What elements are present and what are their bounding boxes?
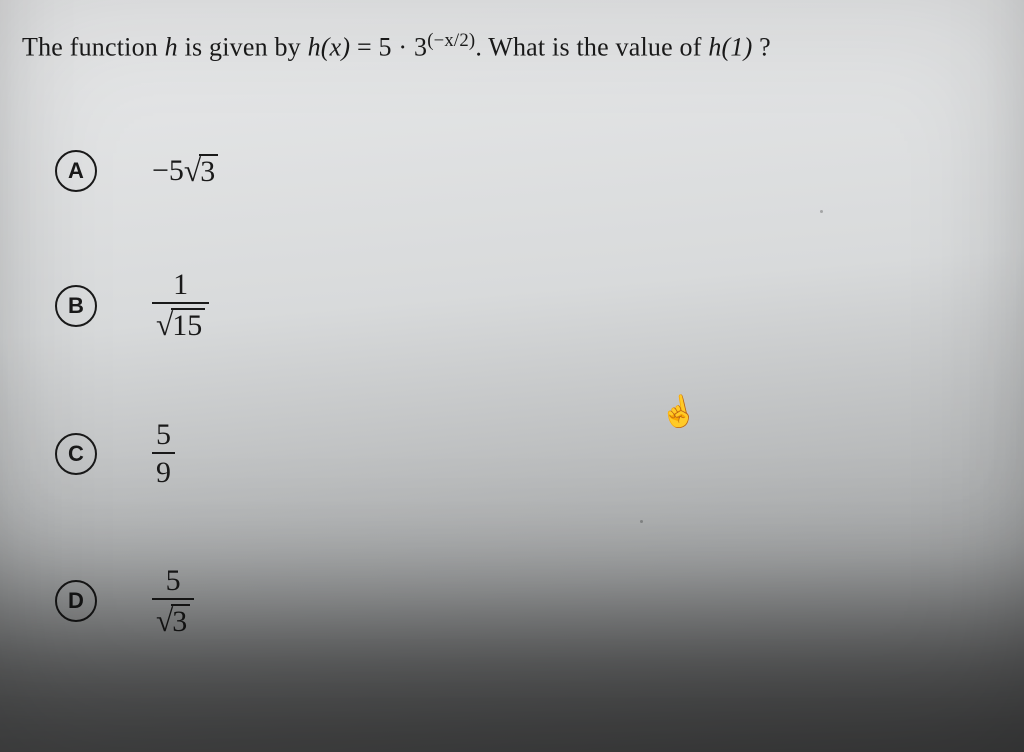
q-suffix: ?	[752, 33, 770, 62]
radicand: 3	[199, 154, 218, 188]
denominator: √3	[152, 598, 194, 638]
sqrt: √3	[184, 154, 218, 188]
answer-label: D	[68, 588, 84, 614]
q-mid1: is given by	[178, 33, 308, 62]
answer-expr-c: 5 9	[152, 420, 175, 488]
q-func-var: h	[165, 33, 178, 62]
q-eq: =	[350, 33, 378, 62]
coef: −5	[152, 154, 184, 188]
fraction: 5 √3	[152, 566, 194, 638]
denominator: √15	[152, 302, 209, 342]
answer-marker[interactable]: A	[55, 150, 97, 192]
question-text: The function h is given by h(x) = 5 · 3(…	[22, 30, 771, 63]
radical-sign: √	[156, 309, 173, 343]
numerator: 5	[152, 420, 175, 452]
q-base: 5 · 3	[379, 33, 428, 62]
answer-row[interactable]: A −5√3	[55, 150, 218, 192]
sqrt: √15	[156, 308, 205, 342]
answer-row[interactable]: C 5 9	[55, 420, 218, 488]
denominator: 9	[152, 452, 175, 488]
radical-sign: √	[156, 605, 173, 639]
answer-marker[interactable]: B	[55, 285, 97, 327]
dust-speck	[820, 210, 823, 213]
pointer-cursor-icon: ☝	[657, 391, 701, 433]
answer-label: C	[68, 441, 84, 467]
answer-label: A	[68, 158, 84, 184]
radicand: 15	[171, 308, 205, 342]
sqrt: √3	[156, 604, 190, 638]
numerator: 5	[162, 566, 185, 598]
answer-row[interactable]: B 1 √15	[55, 270, 218, 342]
q-exponent: (−x/2)	[427, 30, 475, 51]
fraction: 5 9	[152, 420, 175, 488]
fraction: 1 √15	[152, 270, 209, 342]
radical-sign: √	[184, 155, 201, 189]
answer-label: B	[68, 293, 84, 319]
q-prefix: The function	[22, 33, 165, 62]
answer-expr-a: −5√3	[152, 154, 218, 188]
answer-expr-d: 5 √3	[152, 566, 194, 638]
q-mid2: . What is the value of	[475, 33, 708, 62]
answer-expr-b: 1 √15	[152, 270, 209, 342]
answer-marker[interactable]: D	[55, 580, 97, 622]
q-lhs: h(x)	[308, 33, 351, 62]
answer-marker[interactable]: C	[55, 433, 97, 475]
q-rhs: h(1)	[708, 33, 752, 62]
answer-row[interactable]: D 5 √3	[55, 566, 218, 638]
answer-list: A −5√3 B 1 √15 C 5 9 D 5 √3	[55, 150, 218, 715]
dust-speck	[640, 520, 643, 523]
numerator: 1	[169, 270, 192, 302]
radicand: 3	[171, 604, 190, 638]
